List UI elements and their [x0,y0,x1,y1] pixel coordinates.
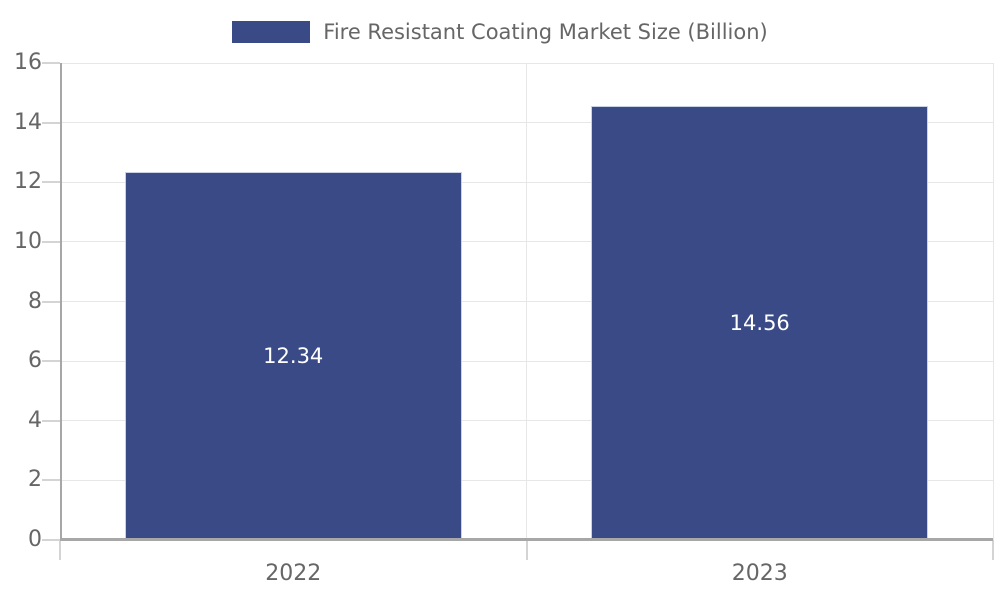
y-tick-4 [42,419,60,422]
y-axis-label-2: 2 [28,467,42,493]
y-axis-line [60,63,62,540]
legend: Fire Resistant Coating Market Size (Bill… [0,20,1000,44]
x-axis-label-2022: 2022 [265,561,322,586]
plot-area: 12.34 14.56 0 2 4 6 8 10 12 14 16 2022 2023 [14,52,994,586]
y-tick-8 [42,300,60,303]
x-tick-2 [992,540,994,560]
y-axis-label-10: 10 [14,228,42,254]
y-axis-label-12: 12 [14,169,42,195]
y-axis-label-4: 4 [28,407,42,433]
legend-swatch-icon [232,21,311,43]
gridline-x-2 [992,63,994,540]
legend-item[interactable]: Fire Resistant Coating Market Size (Bill… [232,20,768,44]
y-axis-label-0: 0 [28,527,42,552]
y-axis-label-6: 6 [28,348,42,374]
x-tick-1 [525,540,528,560]
bar-value-label-2023: 14.56 [729,310,790,335]
bar-value-label-2022: 12.34 [263,344,324,369]
x-axis-line [60,538,993,541]
x-tick-0 [59,540,61,560]
y-tick-16 [42,62,60,64]
bar-2022[interactable]: 12.34 [124,172,462,540]
y-axis-label-14: 14 [14,109,42,135]
y-tick-6 [42,360,60,363]
y-axis-label-16: 16 [14,50,42,75]
x-axis-label-2023: 2023 [731,561,788,586]
legend-label: Fire Resistant Coating Market Size (Bill… [323,20,768,44]
bar-2023[interactable]: 14.56 [591,105,929,540]
y-tick-2 [42,479,60,482]
y-tick-12 [42,181,60,184]
y-tick-10 [42,240,60,243]
y-tick-14 [42,121,60,124]
y-tick-0 [42,539,60,541]
y-axis-label-8: 8 [28,288,42,314]
gridline-x-1 [526,63,527,540]
